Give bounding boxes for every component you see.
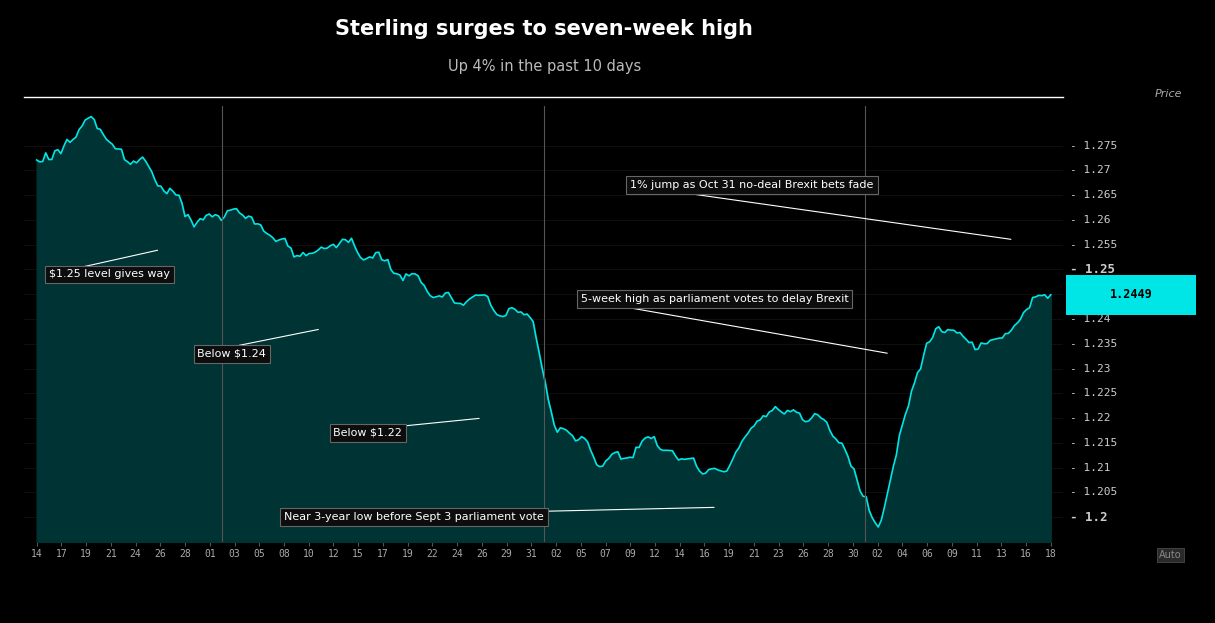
Text: - 1.23: - 1.23 xyxy=(1070,364,1111,374)
Text: Up 4% in the past 10 days: Up 4% in the past 10 days xyxy=(447,59,642,74)
Text: - 1.235: - 1.235 xyxy=(1070,339,1118,349)
Text: - 1.2: - 1.2 xyxy=(1070,511,1108,524)
Text: Below $1.24: Below $1.24 xyxy=(197,349,266,359)
Text: - 1.22: - 1.22 xyxy=(1070,413,1111,423)
Text: Auto: Auto xyxy=(1159,550,1182,560)
Text: - 1.26: - 1.26 xyxy=(1070,215,1111,225)
Text: 1% jump as Oct 31 no-deal Brexit bets fade: 1% jump as Oct 31 no-deal Brexit bets fa… xyxy=(631,180,874,190)
Text: - 1.205: - 1.205 xyxy=(1070,487,1118,497)
Text: - 1.265: - 1.265 xyxy=(1070,190,1118,200)
Text: $1.25 level gives way: $1.25 level gives way xyxy=(49,269,170,279)
FancyBboxPatch shape xyxy=(1066,275,1196,315)
Text: 5-week high as parliament votes to delay Brexit: 5-week high as parliament votes to delay… xyxy=(581,294,848,304)
Text: - 1.25: - 1.25 xyxy=(1070,263,1115,276)
Text: 1.2449: 1.2449 xyxy=(1109,288,1152,302)
Text: - 1.215: - 1.215 xyxy=(1070,438,1118,448)
Text: Price: Price xyxy=(1154,89,1182,100)
Text: - 1.21: - 1.21 xyxy=(1070,463,1111,473)
Text: Sterling surges to seven-week high: Sterling surges to seven-week high xyxy=(335,19,753,39)
Text: - 1.225: - 1.225 xyxy=(1070,388,1118,398)
Text: - 1.255: - 1.255 xyxy=(1070,240,1118,250)
Text: Below $1.22: Below $1.22 xyxy=(333,428,402,438)
Text: - 1.27: - 1.27 xyxy=(1070,165,1111,175)
Text: - 1.24: - 1.24 xyxy=(1070,314,1111,324)
Text: Near 3-year low before Sept 3 parliament vote: Near 3-year low before Sept 3 parliament… xyxy=(284,512,544,522)
Text: - 1.275: - 1.275 xyxy=(1070,141,1118,151)
